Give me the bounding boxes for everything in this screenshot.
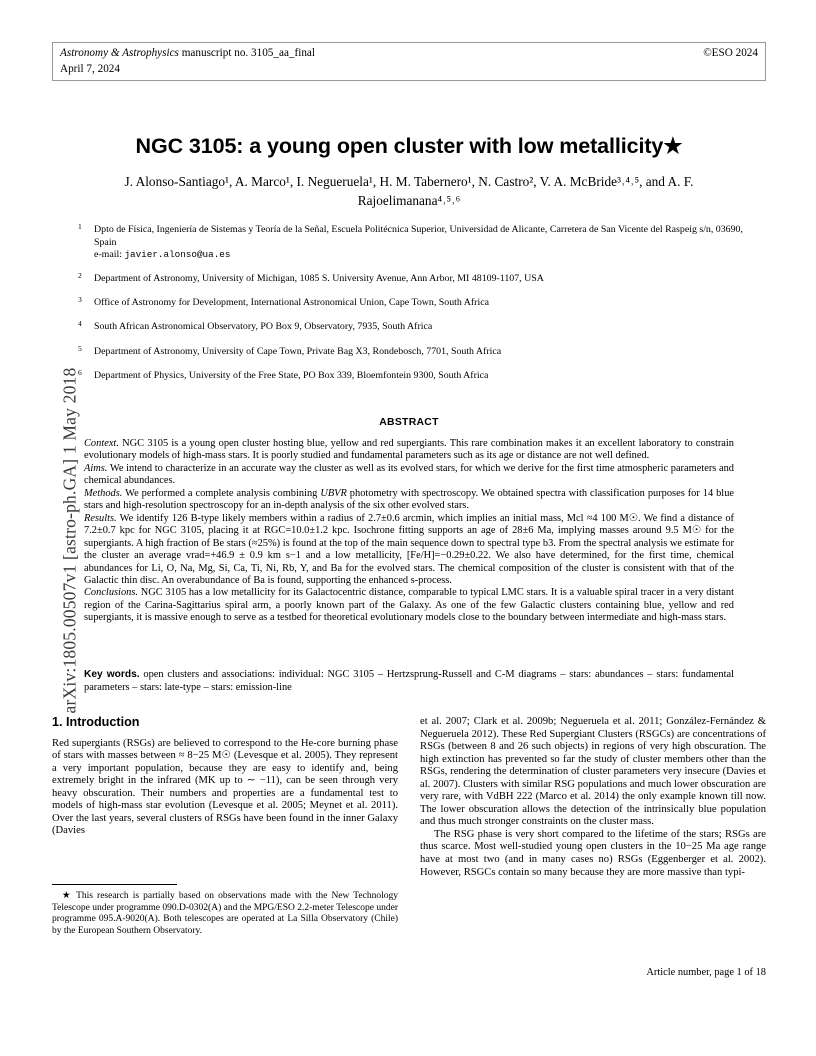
abstract-body: Context. NGC 3105 is a young open cluste… [84,438,734,625]
page-footer: Article number, page 1 of 18 [646,967,766,978]
affiliation-marker: 5 [78,343,82,353]
abstract-results-text: We identify 126 B-type likely members wi… [84,512,734,586]
abstract-methods-photometry-bands: UBVR [320,487,347,499]
footnote-block: ★ This research is partially based on ob… [52,884,398,937]
affiliation-marker: 1 [78,222,82,231]
abstract-context: Context. NGC 3105 is a young open cluste… [84,438,734,463]
abstract-methods-text-b: photometry with spectroscopy. We obtaine… [84,487,734,512]
abstract-results-label: Results. [84,512,117,524]
affiliation-email-row: e-mail: javier.alonso@ua.es [94,249,750,262]
affiliation-text: South African Astronomical Observatory, … [94,321,433,333]
keywords-block: Key words. open clusters and association… [84,669,734,694]
intro-paragraph-left: Red supergiants (RSGs) are believed to c… [52,737,398,837]
email-address[interactable]: javier.alonso@ua.es [124,249,231,261]
footnote-text: This research is partially based on obse… [52,891,398,936]
abstract-methods-label: Methods. [84,487,123,499]
abstract-conclusions-text: NGC 3105 has a low metallicity for its G… [84,587,734,624]
manuscript-number: manuscript no. 3105_aa_final [178,47,316,59]
abstract-heading: ABSTRACT [379,417,439,428]
abstract-aims-text: We intend to characterize in an accurate… [84,462,734,487]
abstract-conclusions-label: Conclusions. [84,587,138,599]
running-header-content: ©ESO 2024 Astronomy & Astrophysics manus… [60,46,758,77]
copyright-notice: ©ESO 2024 [703,47,758,59]
author-list-line-2: Rajoelimanana⁴˒⁵˒⁶ [357,193,461,208]
journal-line: Astronomy & Astrophysics manuscript no. … [60,46,315,62]
affiliation-marker: 3 [78,295,82,305]
body-column-right: et al. 2007; Clark et al. 2009b; Negueru… [420,716,766,879]
footnote-marker: ★ [62,891,73,901]
header-date: April 7, 2024 [60,62,120,75]
email-label: e-mail: [94,249,125,261]
keywords-label: Key words. [84,669,140,680]
affiliation-list: 1 Dpto de Física, Ingeniería de Sistemas… [78,222,750,394]
affiliation-item: 3 Office of Astronomy for Development, I… [78,295,750,310]
abstract-conclusions: Conclusions. NGC 3105 has a low metallic… [84,587,734,624]
affiliation-item: 5 Department of Astronomy, University of… [78,343,750,359]
affiliation-marker: 6 [78,367,82,377]
author-list-line-1: J. Alonso-Santiago¹, A. Marco¹, I. Negue… [124,174,694,189]
affiliation-text: Department of Astronomy, University of C… [94,345,502,357]
keywords-text: open clusters and associations: individu… [84,669,735,693]
footnote-content: ★ This research is partially based on ob… [52,891,398,937]
affiliation-item: 2 Department of Astronomy, University of… [78,271,750,286]
abstract-aims: Aims. We intend to characterize in an ac… [84,463,734,488]
abstract-methods-text-a: We performed a complete analysis combini… [122,487,321,499]
affiliation-text: Dpto de Física, Ingeniería de Sistemas y… [94,224,743,248]
abstract-context-label: Context. [84,438,119,449]
affiliation-text: Department of Physics, University of the… [94,369,489,381]
abstract-results: Results. We identify 126 B-type likely m… [84,513,734,588]
affiliation-marker: 2 [78,271,82,281]
affiliation-marker: 4 [78,319,82,329]
affiliation-text: Office of Astronomy for Development, Int… [94,297,489,309]
section-heading-introduction: 1. Introduction [52,715,140,729]
abstract-methods: Methods. We performed a complete analysi… [84,488,734,513]
body-column-left: 1. Introduction Red supergiants (RSGs) a… [52,716,398,838]
abstract-context-text: NGC 3105 is a young open cluster hosting… [84,438,734,462]
affiliation-item: 6 Department of Physics, University of t… [78,367,750,383]
journal-name: Astronomy & Astrophysics [60,47,179,59]
affiliation-text: Department of Astronomy, University of M… [94,273,544,285]
author-list: J. Alonso-Santiago¹, A. Marco¹, I. Negue… [62,172,756,210]
affiliation-item: 4 South African Astronomical Observatory… [78,319,750,334]
affiliation-item: 1 Dpto de Física, Ingeniería de Sistemas… [78,222,750,262]
intro-paragraph-right-2: The RSG phase is very short compared to … [420,828,766,878]
running-header: ©ESO 2024 Astronomy & Astrophysics manus… [52,42,766,81]
intro-paragraph-right-1: et al. 2007; Clark et al. 2009b; Negueru… [420,716,766,828]
footnote-rule [52,884,177,885]
page-title: NGC 3105: a young open cluster with low … [135,134,683,158]
abstract-aims-label: Aims. [84,462,108,474]
